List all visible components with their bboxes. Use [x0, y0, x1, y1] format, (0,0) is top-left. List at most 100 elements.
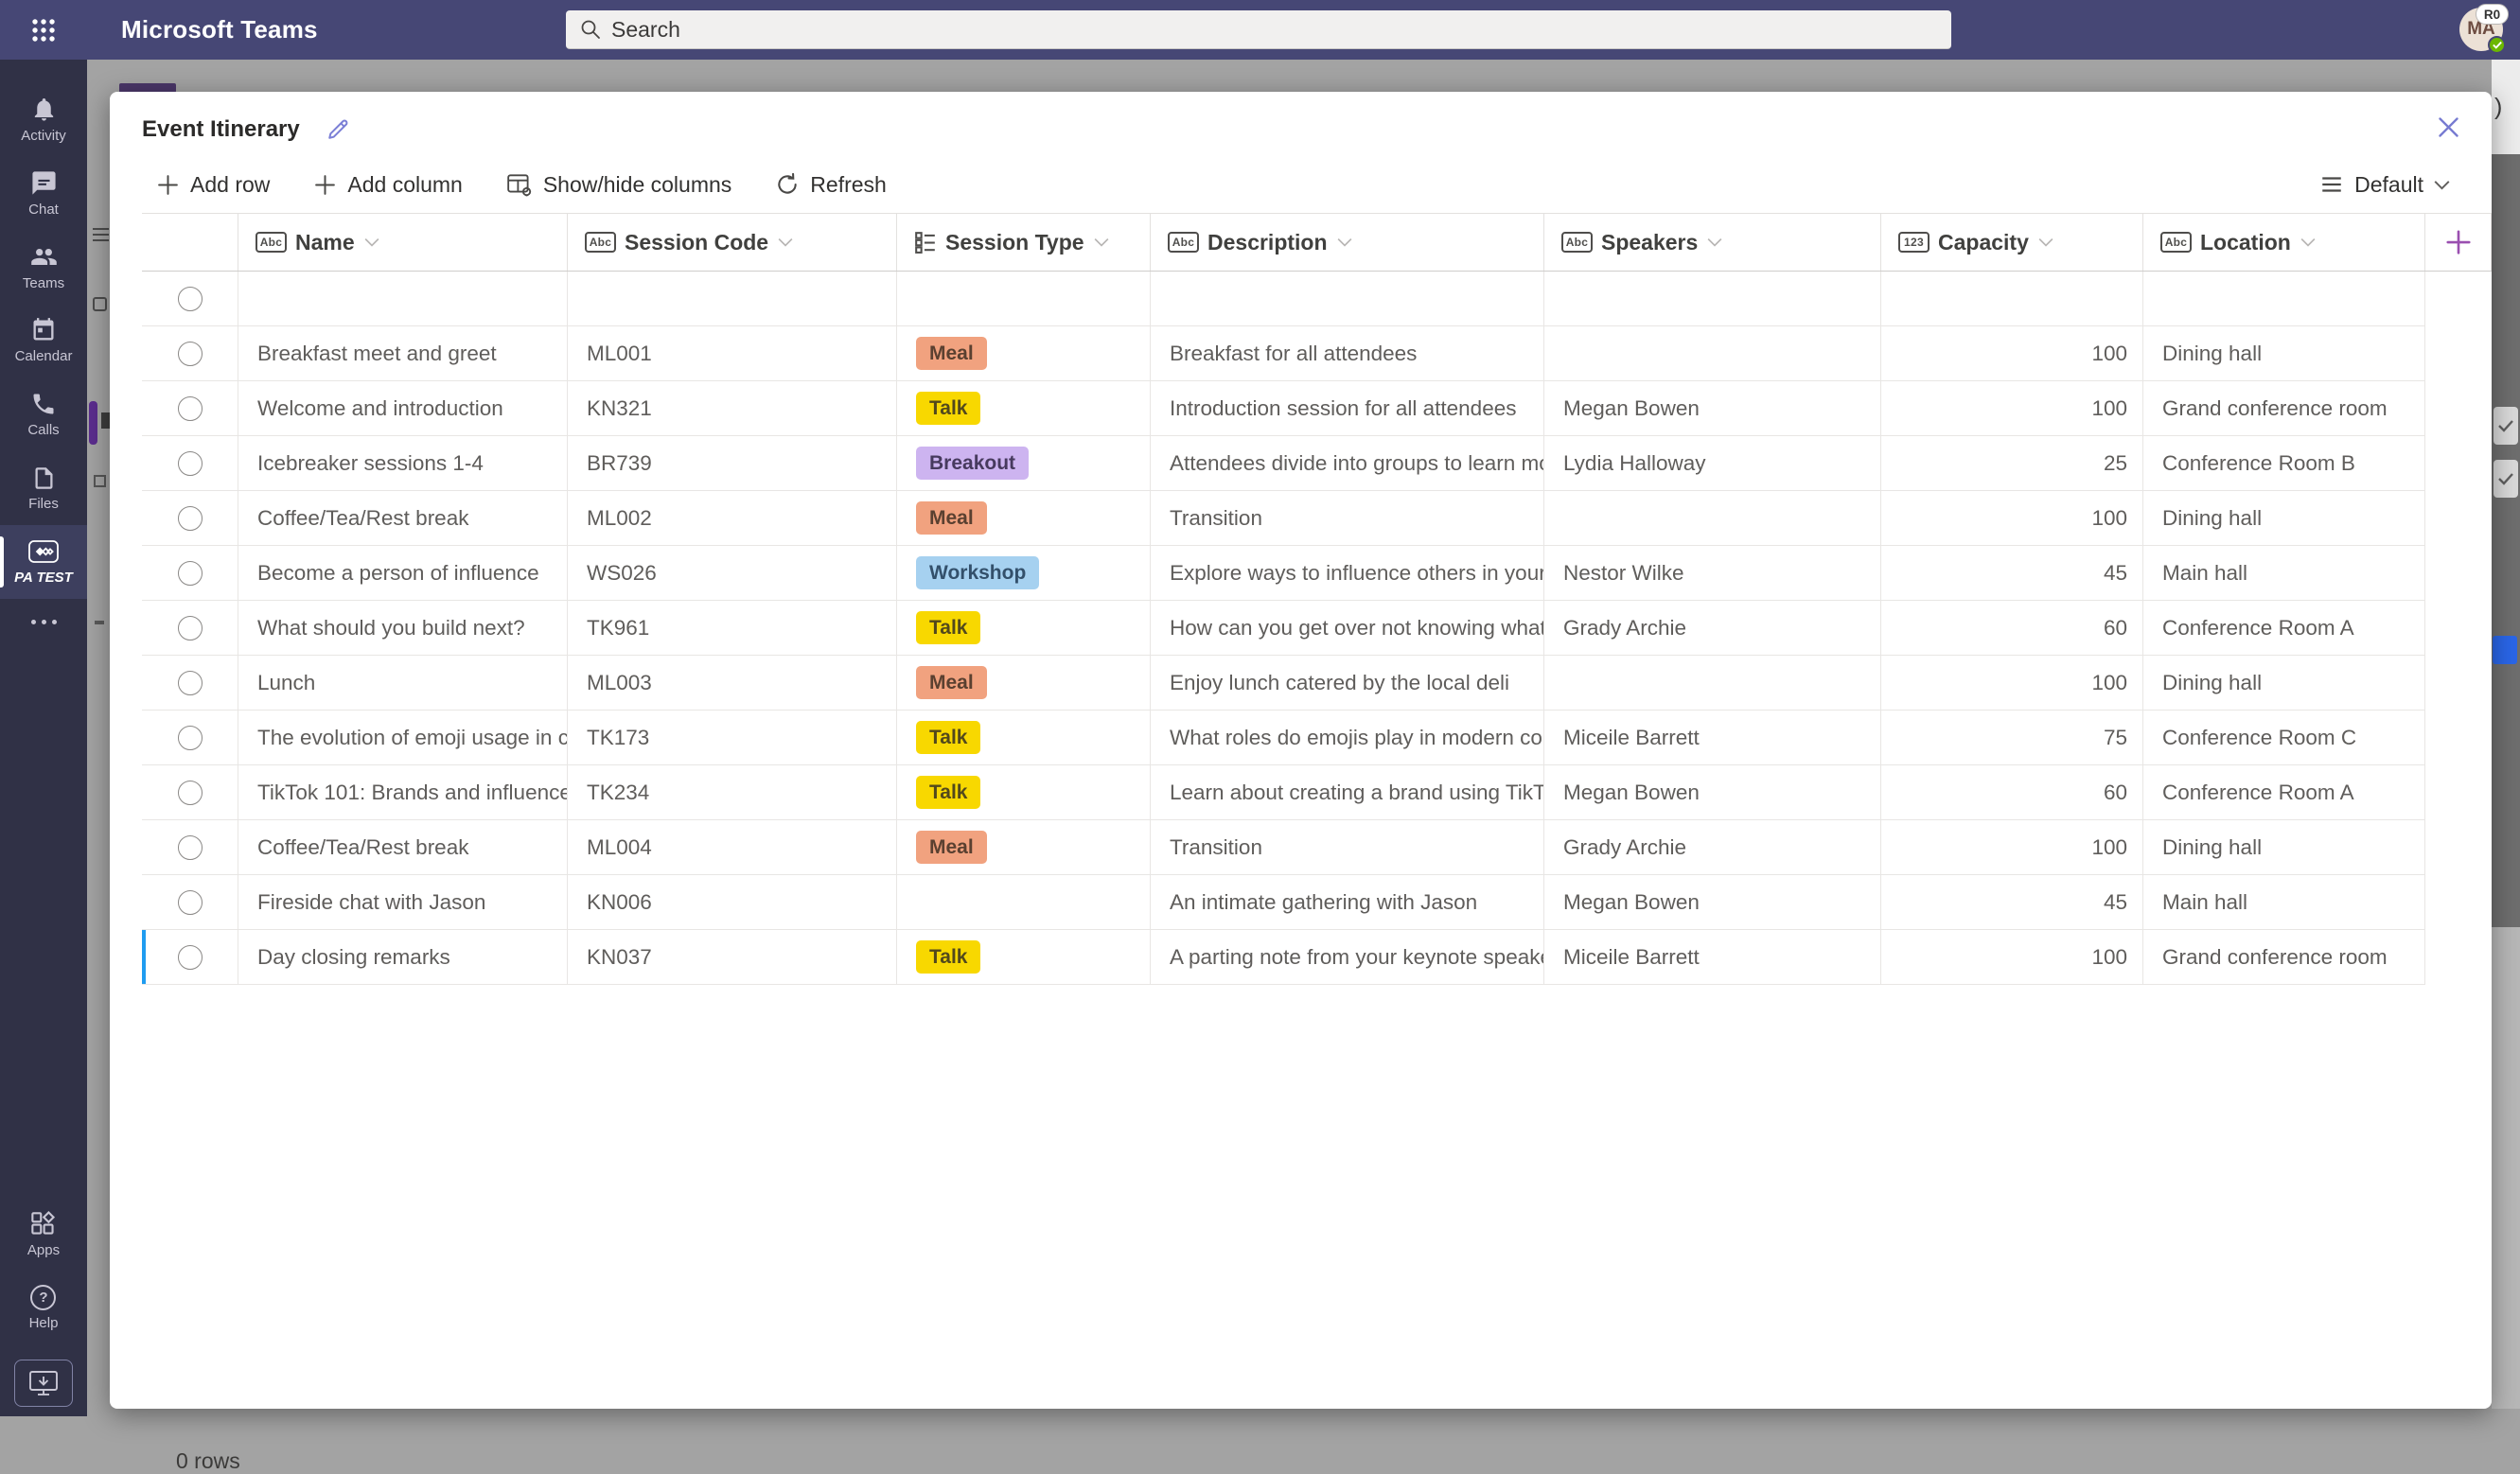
cell-capacity[interactable]: 100	[1881, 820, 2143, 874]
cell-capacity[interactable]: 100	[1881, 326, 2143, 380]
cell-capacity[interactable]: 60	[1881, 601, 2143, 655]
app-launcher-button[interactable]	[0, 0, 87, 60]
row-selector-radio[interactable]	[177, 341, 203, 366]
cell-code[interactable]: KN321	[568, 381, 897, 435]
row-selector-cell[interactable]	[142, 546, 238, 600]
cell-description[interactable]: Transition	[1151, 820, 1544, 874]
cell-location[interactable]: Conference Room A	[2143, 765, 2425, 819]
search-bar[interactable]	[566, 10, 1951, 49]
cell-location[interactable]: Grand conference room	[2143, 381, 2425, 435]
row-selector-cell[interactable]	[142, 711, 238, 764]
table-row[interactable]: Coffee/Tea/Rest break ML004 Meal Transition…	[142, 820, 2425, 875]
cell-description[interactable]: A parting note from your keynote speaker	[1151, 930, 1544, 984]
cell-capacity[interactable]: 75	[1881, 711, 2143, 764]
cell-speakers[interactable]	[1544, 326, 1881, 380]
cell-type[interactable]: Meal	[897, 656, 1151, 710]
column-header-session-code[interactable]: Abc Session Code	[568, 214, 897, 271]
row-selector-cell[interactable]	[142, 381, 238, 435]
cell-location[interactable]: Main hall	[2143, 875, 2425, 929]
cell-name[interactable]: The evolution of emoji usage in c...	[238, 711, 568, 764]
cell-speakers[interactable]: Megan Bowen	[1544, 381, 1881, 435]
cell-name[interactable]: Become a person of influence	[238, 546, 568, 600]
row-selector-cell[interactable]	[142, 436, 238, 490]
column-header-name[interactable]: Abc Name	[238, 214, 568, 271]
sidebar-item-pa-test[interactable]: PA TEST	[0, 525, 87, 599]
add-column-button[interactable]: Add column	[313, 172, 463, 198]
cell-code[interactable]: TK234	[568, 765, 897, 819]
cell-code[interactable]: TK173	[568, 711, 897, 764]
row-selector-radio[interactable]	[177, 780, 203, 805]
cell-type[interactable]: Meal	[897, 326, 1151, 380]
cell-speakers[interactable]: Miceile Barrett	[1544, 930, 1881, 984]
cell-capacity[interactable]: 100	[1881, 930, 2143, 984]
table-row[interactable]: Day closing remarks KN037 Talk A parting no…	[142, 930, 2425, 985]
row-selector-cell[interactable]	[142, 820, 238, 874]
cell-name[interactable]	[238, 272, 568, 325]
close-dialog-button[interactable]	[2432, 111, 2465, 144]
column-header-location[interactable]: Abc Location	[2143, 214, 2425, 271]
cell-description[interactable]: An intimate gathering with Jason	[1151, 875, 1544, 929]
table-row[interactable]: Icebreaker sessions 1-4 BR739 Breakout Atte…	[142, 436, 2425, 491]
table-row[interactable]: Become a person of influence WS026 Worksho…	[142, 546, 2425, 601]
cell-code[interactable]: KN006	[568, 875, 897, 929]
cell-location[interactable]: Grand conference room	[2143, 930, 2425, 984]
cell-code[interactable]: ML003	[568, 656, 897, 710]
cell-code[interactable]: WS026	[568, 546, 897, 600]
row-selector-radio[interactable]	[177, 944, 203, 970]
cell-type[interactable]: Workshop	[897, 546, 1151, 600]
cell-name[interactable]: Icebreaker sessions 1-4	[238, 436, 568, 490]
cell-speakers[interactable]: Miceile Barrett	[1544, 711, 1881, 764]
row-selector-cell[interactable]	[142, 765, 238, 819]
table-row[interactable]: The evolution of emoji usage in c... TK17…	[142, 711, 2425, 765]
cell-speakers[interactable]	[1544, 272, 1881, 325]
row-selector-cell[interactable]	[142, 491, 238, 545]
view-selector-button[interactable]: Default	[2319, 172, 2450, 198]
cell-type[interactable]: Talk	[897, 711, 1151, 764]
cell-speakers[interactable]: Nestor Wilke	[1544, 546, 1881, 600]
cell-speakers[interactable]: Grady Archie	[1544, 820, 1881, 874]
cell-code[interactable]: BR739	[568, 436, 897, 490]
sidebar-item-calls[interactable]: Calls	[0, 377, 87, 451]
cell-capacity[interactable]: 45	[1881, 546, 2143, 600]
cell-location[interactable]: Dining hall	[2143, 656, 2425, 710]
cell-description[interactable]: Explore ways to influence others in your…	[1151, 546, 1544, 600]
column-header-session-type[interactable]: Session Type	[897, 214, 1151, 271]
sidebar-more-button[interactable]	[0, 599, 87, 644]
cell-description[interactable]: Transition	[1151, 491, 1544, 545]
cell-type[interactable]	[897, 875, 1151, 929]
cell-speakers[interactable]: Megan Bowen	[1544, 875, 1881, 929]
search-input[interactable]	[611, 16, 1846, 43]
cell-name[interactable]: Welcome and introduction	[238, 381, 568, 435]
column-header-description[interactable]: Abc Description	[1151, 214, 1544, 271]
cell-speakers[interactable]	[1544, 656, 1881, 710]
cell-capacity[interactable]: 25	[1881, 436, 2143, 490]
sidebar-item-activity[interactable]: Activity	[0, 82, 87, 156]
edit-title-button[interactable]	[321, 113, 355, 147]
row-selector-radio[interactable]	[177, 615, 203, 640]
cell-description[interactable]: Breakfast for all attendees	[1151, 326, 1544, 380]
cell-location[interactable]: Dining hall	[2143, 820, 2425, 874]
add-row-button[interactable]: Add row	[156, 172, 270, 198]
row-selector-cell[interactable]	[142, 875, 238, 929]
select-all-header-cell[interactable]	[142, 214, 238, 271]
download-desktop-app-button[interactable]	[14, 1360, 73, 1407]
cell-location[interactable]: Conference Room A	[2143, 601, 2425, 655]
cell-type[interactable]: Meal	[897, 491, 1151, 545]
cell-speakers[interactable]: Grady Archie	[1544, 601, 1881, 655]
table-row[interactable]: What should you build next? TK961 Talk How …	[142, 601, 2425, 656]
cell-name[interactable]: What should you build next?	[238, 601, 568, 655]
cell-code[interactable]: TK961	[568, 601, 897, 655]
profile-menu[interactable]: MA R0	[2459, 4, 2509, 54]
sidebar-item-calendar[interactable]: Calendar	[0, 304, 87, 377]
cell-location[interactable]: Dining hall	[2143, 491, 2425, 545]
cell-capacity[interactable]: 100	[1881, 491, 2143, 545]
sidebar-item-teams[interactable]: Teams	[0, 230, 87, 304]
cell-location[interactable]: Conference Room B	[2143, 436, 2425, 490]
row-selector-cell[interactable]	[142, 656, 238, 710]
table-row[interactable]: Breakfast meet and greet ML001 Meal Breakfa…	[142, 326, 2425, 381]
cell-location[interactable]: Conference Room C	[2143, 711, 2425, 764]
row-selector-radio[interactable]	[177, 450, 203, 476]
show-hide-columns-button[interactable]: Show/hide columns	[506, 172, 731, 198]
cell-type[interactable]: Talk	[897, 381, 1151, 435]
cell-code[interactable]: ML004	[568, 820, 897, 874]
